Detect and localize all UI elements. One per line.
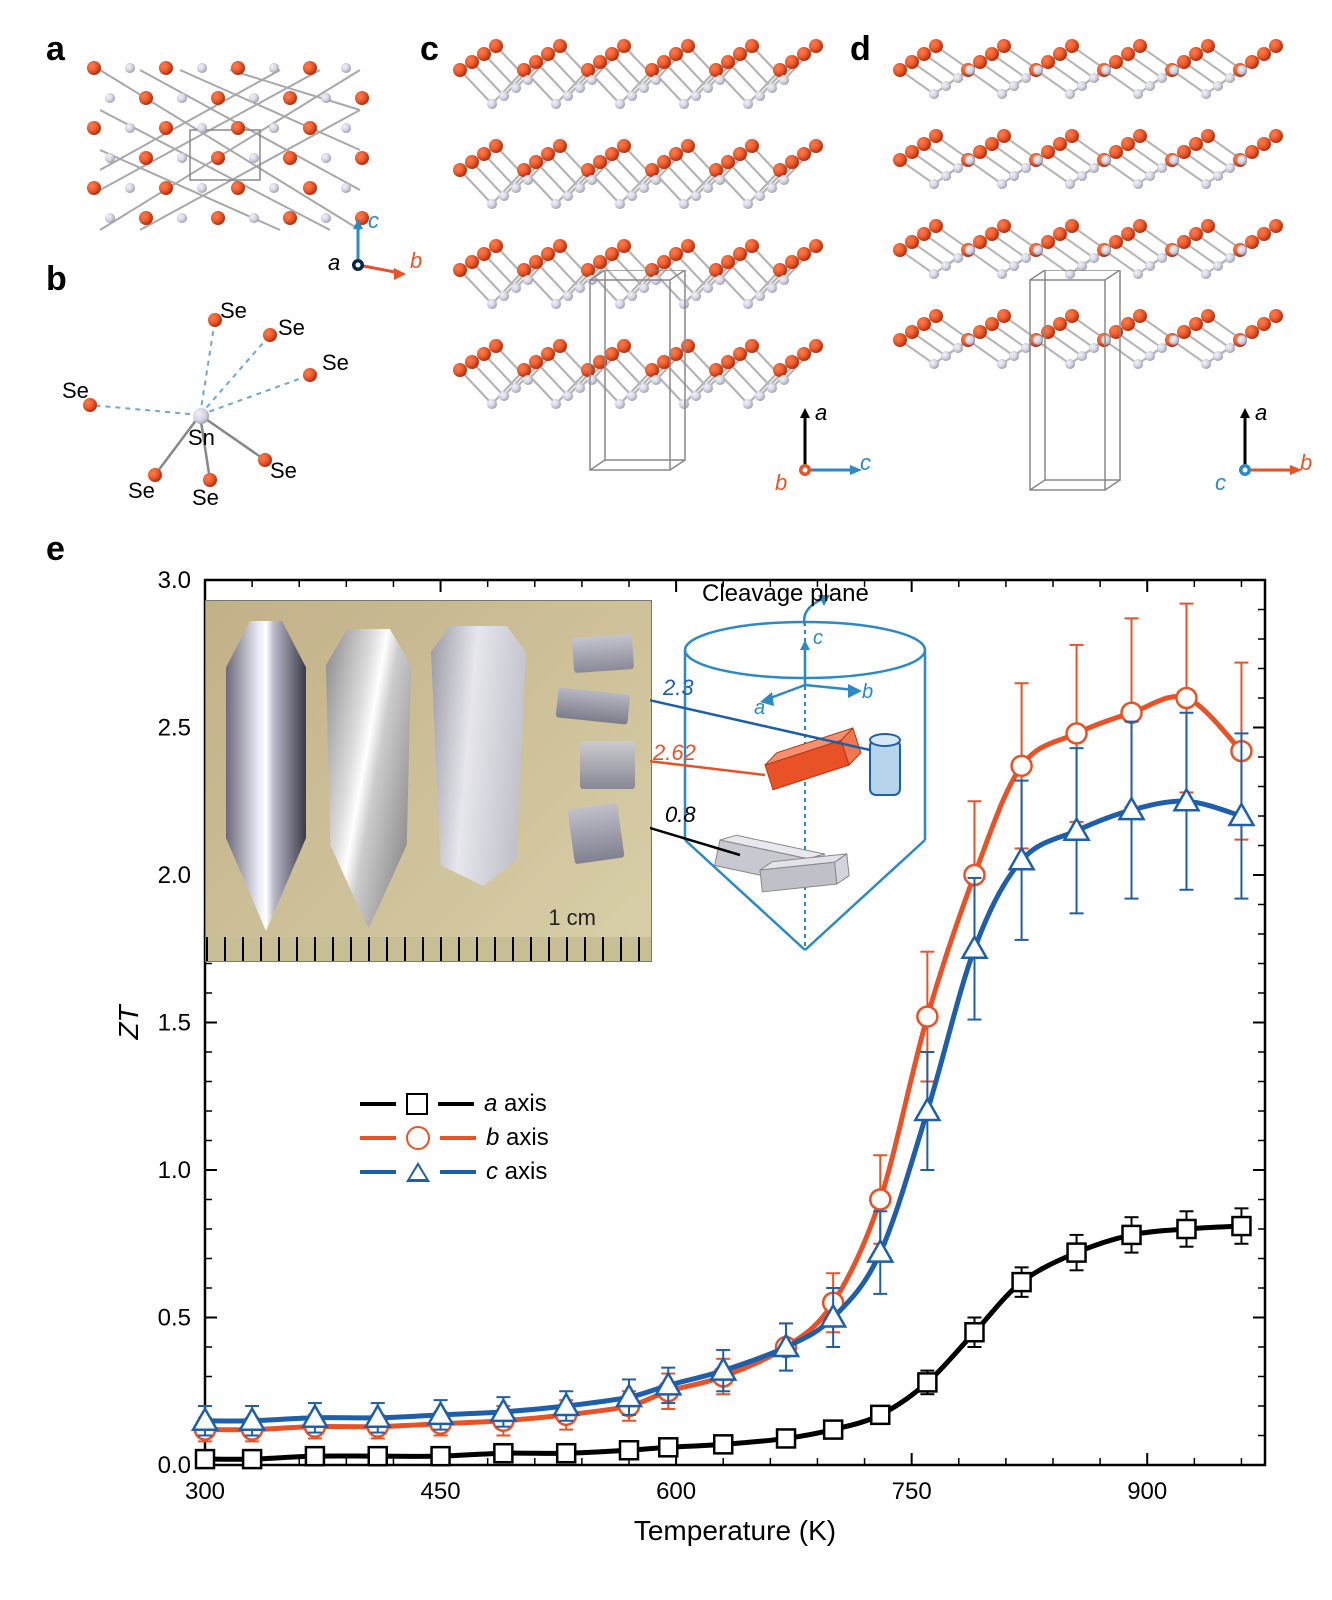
legend-c-axis: c <box>486 1158 498 1185</box>
svg-text:750: 750 <box>892 1478 932 1505</box>
axis-b-d: b <box>1300 450 1312 476</box>
inset-photo: 1 cm <box>205 600 652 962</box>
panel-label-d: d <box>850 30 871 69</box>
sn-label: Sn <box>188 425 215 451</box>
axis-c-a: c <box>368 208 379 234</box>
legend-b: b axis <box>360 1124 549 1152</box>
svg-text:1.0: 1.0 <box>158 1157 191 1184</box>
svg-text:ZT: ZT <box>113 1004 144 1041</box>
se-label-5: Se <box>128 478 155 504</box>
chart-legend: a axis b axis c axis <box>360 1090 549 1192</box>
figure-root: a b c d e c b a <box>20 20 1312 1580</box>
unit-cell-d <box>1020 270 1140 500</box>
cleavage-label: Cleavage plane <box>702 580 869 608</box>
svg-text:300: 300 <box>185 1478 225 1505</box>
svg-text:600: 600 <box>656 1478 696 1505</box>
svg-text:1.5: 1.5 <box>158 1010 191 1037</box>
svg-text:450: 450 <box>421 1478 461 1505</box>
axis-b-a: b <box>410 248 422 274</box>
scale-label: 1 cm <box>548 905 596 931</box>
axis-a-a: a <box>328 250 340 276</box>
value-a: 0.8 <box>665 802 696 828</box>
se-label-6: Se <box>192 485 219 511</box>
svg-text:0.0: 0.0 <box>158 1452 191 1479</box>
legend-a-axis: a <box>484 1090 497 1117</box>
se-label-7: Se <box>270 458 297 484</box>
svg-text:a: a <box>754 697 765 719</box>
legend-b-axis: b <box>486 1124 499 1151</box>
svg-text:3.0: 3.0 <box>158 567 191 594</box>
value-c: 2.3 <box>663 675 694 701</box>
legend-c: c axis <box>360 1158 549 1186</box>
svg-text:2.0: 2.0 <box>158 862 191 889</box>
cleavage-diagram: c a b <box>650 590 940 970</box>
svg-text:900: 900 <box>1127 1478 1167 1505</box>
panel-label-b: b <box>46 260 67 299</box>
svg-text:2.5: 2.5 <box>158 715 191 742</box>
unit-cell-c <box>580 270 700 480</box>
legend-a: a axis <box>360 1090 549 1118</box>
axis-a-c: a <box>815 400 827 426</box>
svg-text:0.5: 0.5 <box>158 1305 191 1332</box>
chart-panel-e: 300 450 600 750 900 0.0 0.5 1.0 1.5 2.0 2.5 3.0 Temp… <box>110 560 1290 1560</box>
panel-label-a: a <box>46 30 65 69</box>
axis-b-c: b <box>775 470 787 496</box>
svg-text:c: c <box>813 627 823 649</box>
svg-text:b: b <box>862 681 873 703</box>
value-b: 2.62 <box>653 740 696 766</box>
axis-c-d: c <box>1215 470 1226 496</box>
svg-text:Temperature (K): Temperature (K) <box>634 1515 836 1546</box>
se-label-2: Se <box>278 315 305 341</box>
panel-label-c: c <box>420 30 439 69</box>
panel-label-e: e <box>46 530 65 569</box>
axis-a-d: a <box>1255 400 1267 426</box>
axis-c-c: c <box>860 450 871 476</box>
se-label-1: Se <box>220 298 247 324</box>
se-label-4: Se <box>62 378 89 404</box>
se-label-3: Se <box>322 350 349 376</box>
